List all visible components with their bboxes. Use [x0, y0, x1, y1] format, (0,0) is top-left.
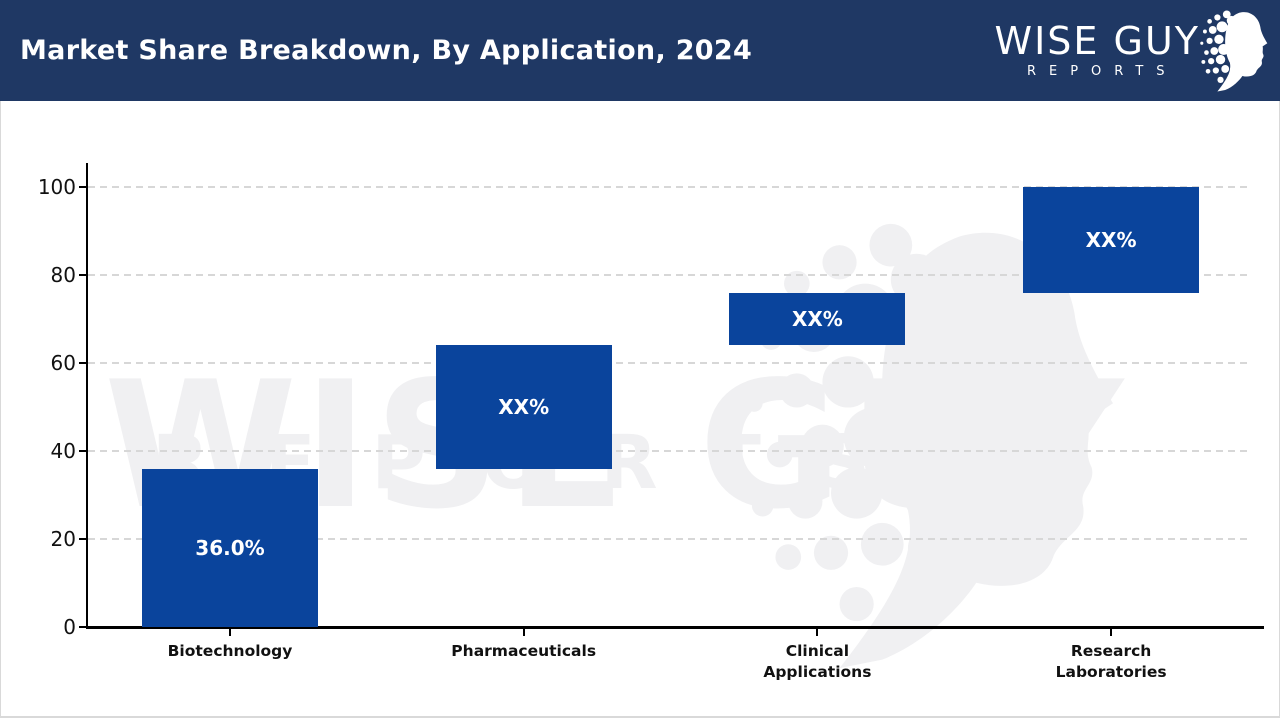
bar-value-label: XX%	[791, 306, 843, 331]
x-axis-category-label: Pharmaceuticals	[451, 642, 597, 660]
x-axis-line	[86, 626, 1264, 629]
wise-guy-reports-logo: WISE GUY REPORTS	[995, 0, 1272, 101]
y-axis-tick-label: 0	[63, 615, 76, 639]
y-axis-line	[86, 163, 88, 628]
x-axis-tick	[1110, 629, 1113, 636]
x-axis-category-label: Research Laboratories	[1055, 642, 1167, 681]
bar-value-label: XX%	[498, 394, 550, 419]
x-axis-category-label: Clinical Applications	[763, 642, 872, 681]
bar-value-label: 36.0%	[195, 535, 265, 560]
y-axis-tick	[79, 450, 87, 452]
header-bar: Market Share Breakdown, By Application, …	[0, 0, 1280, 101]
gridline	[88, 362, 1252, 364]
gridline	[88, 274, 1252, 276]
x-axis-tick	[522, 629, 525, 636]
bar: 36.0%	[142, 468, 318, 627]
gridline	[88, 538, 1252, 540]
y-axis-tick-label: 20	[50, 527, 76, 551]
y-axis-tick-label: 100	[37, 175, 76, 199]
y-axis-tick	[79, 362, 87, 364]
gridline	[88, 450, 1252, 452]
y-axis-tick-label: 60	[50, 351, 76, 375]
logo-reports-label: REPORTS	[1026, 64, 1178, 79]
x-axis-tick	[816, 629, 819, 636]
y-axis-tick-label: 40	[50, 439, 76, 463]
x-axis-category-label: Biotechnology	[167, 642, 293, 660]
logo-wordmark: WISE GUY	[994, 19, 1200, 63]
y-axis-tick	[79, 626, 87, 628]
logo-face-icon	[1200, 9, 1268, 92]
bar: XX%	[435, 345, 612, 469]
bar: XX%	[729, 292, 906, 346]
y-axis-tick	[79, 538, 87, 540]
y-axis-tick	[79, 186, 87, 188]
x-axis-tick	[229, 629, 231, 636]
bar: XX%	[1023, 187, 1200, 293]
logo-text: WISE GUY REPORTS	[995, 22, 1200, 79]
y-axis-tick-label: 80	[50, 263, 76, 287]
page-title: Market Share Breakdown, By Application, …	[20, 35, 753, 66]
y-axis-tick	[79, 274, 87, 276]
bar-value-label: XX%	[1085, 227, 1137, 252]
gridline	[88, 186, 1252, 188]
